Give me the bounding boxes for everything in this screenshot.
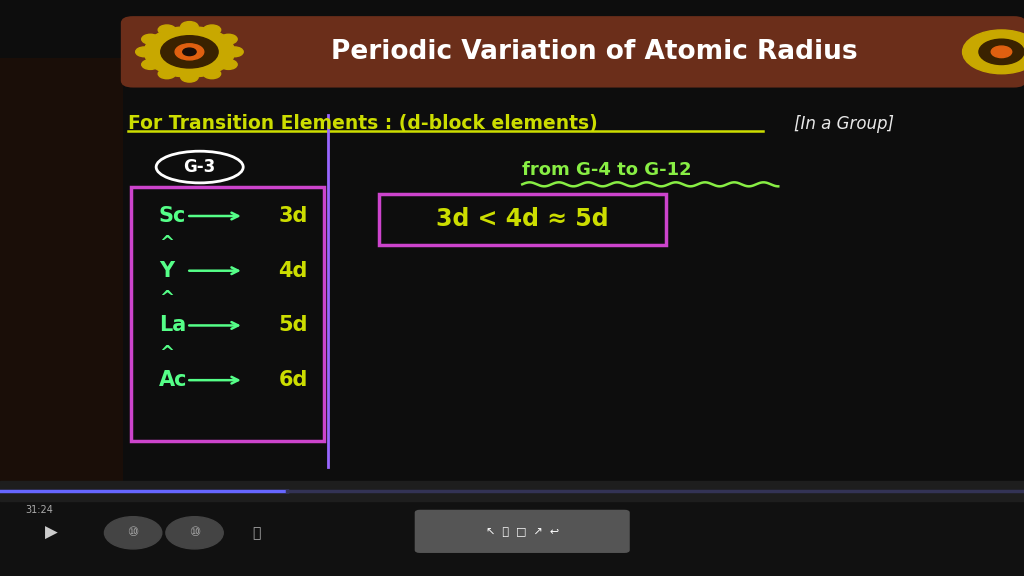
Text: Y: Y: [159, 261, 174, 281]
FancyBboxPatch shape: [0, 58, 123, 490]
Circle shape: [180, 72, 199, 82]
Text: Periodic Variation of Atomic Radius: Periodic Variation of Atomic Radius: [331, 39, 857, 65]
Circle shape: [159, 25, 176, 35]
Circle shape: [182, 48, 197, 56]
Text: from G-4 to G-12: from G-4 to G-12: [522, 161, 692, 179]
Circle shape: [220, 60, 238, 70]
FancyBboxPatch shape: [0, 484, 1024, 576]
Circle shape: [991, 46, 1012, 58]
Text: Ac: Ac: [159, 370, 187, 390]
Text: ⑩: ⑩: [128, 526, 138, 539]
Text: 31:24: 31:24: [25, 505, 53, 515]
Circle shape: [175, 44, 204, 60]
Text: ⑩: ⑩: [189, 526, 200, 539]
Text: G-3: G-3: [183, 158, 216, 176]
Text: ^: ^: [160, 234, 174, 252]
Circle shape: [158, 69, 176, 79]
Bar: [0, 481, 1024, 501]
Text: 5d: 5d: [279, 316, 308, 335]
Text: ^: ^: [160, 344, 174, 362]
Circle shape: [203, 25, 221, 35]
Circle shape: [225, 47, 244, 57]
Text: [In a Group]: [In a Group]: [794, 115, 894, 133]
Text: 6d: 6d: [279, 370, 308, 390]
Text: 🔊: 🔊: [252, 526, 260, 540]
Text: ▶: ▶: [45, 524, 57, 542]
Text: 3d < 4d ≈ 5d: 3d < 4d ≈ 5d: [436, 207, 608, 232]
Circle shape: [166, 517, 223, 549]
Circle shape: [180, 22, 199, 31]
Text: ↖  🖊  □  ↗  ↩: ↖ 🖊 □ ↗ ↩: [485, 526, 559, 537]
Circle shape: [220, 35, 238, 44]
Circle shape: [104, 517, 162, 549]
Circle shape: [203, 69, 221, 79]
Circle shape: [161, 36, 218, 68]
Text: La: La: [159, 316, 186, 335]
Circle shape: [963, 30, 1024, 74]
Circle shape: [141, 60, 159, 70]
Text: 3d: 3d: [279, 206, 308, 226]
FancyBboxPatch shape: [415, 510, 630, 553]
Text: 4d: 4d: [279, 261, 308, 281]
Ellipse shape: [156, 151, 244, 183]
Text: ^: ^: [160, 289, 174, 307]
Circle shape: [979, 39, 1024, 65]
FancyBboxPatch shape: [121, 16, 1024, 88]
Text: For Transition Elements : (d-block elements): For Transition Elements : (d-block eleme…: [128, 115, 598, 133]
Text: Sc: Sc: [159, 206, 186, 226]
Circle shape: [141, 35, 159, 44]
Circle shape: [135, 47, 154, 57]
Circle shape: [144, 26, 234, 77]
